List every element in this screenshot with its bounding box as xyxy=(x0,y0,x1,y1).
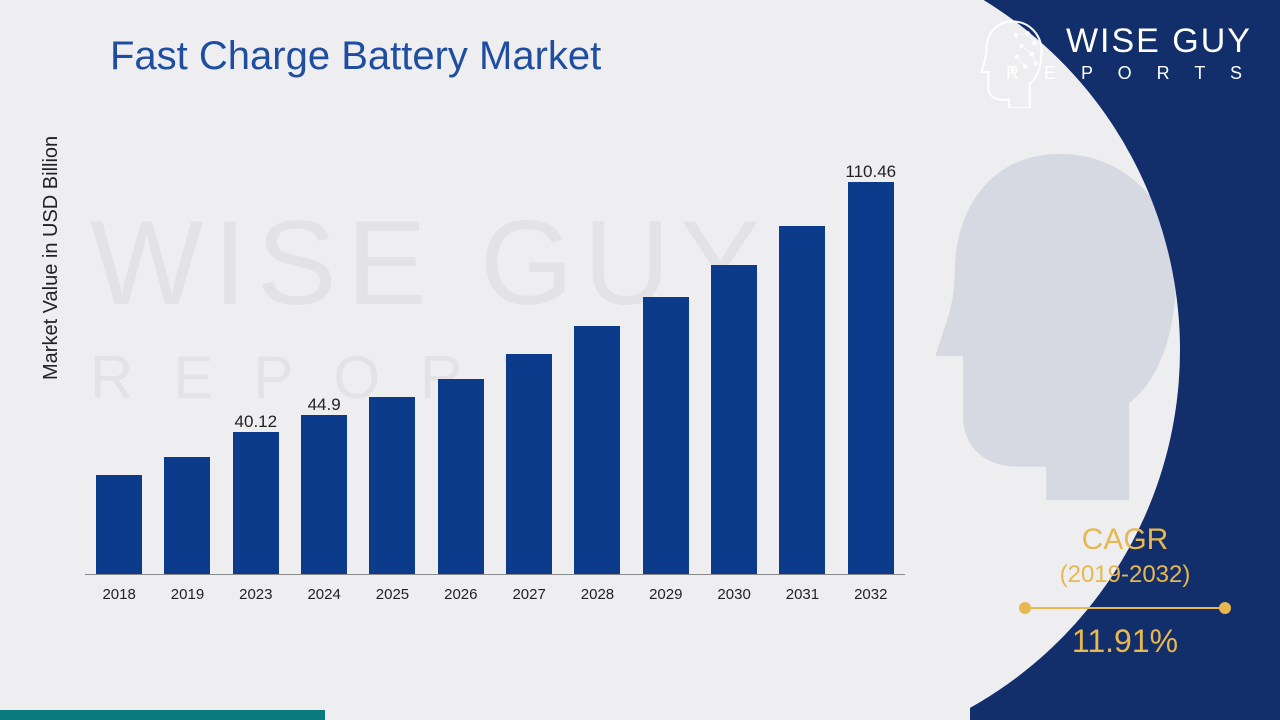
x-tick-label: 2026 xyxy=(427,586,495,603)
x-tick-label: 2031 xyxy=(768,586,836,603)
y-axis-label: Market Value in USD Billion xyxy=(40,136,63,380)
bar-wrap xyxy=(563,166,631,574)
x-tick-label: 2019 xyxy=(153,586,221,603)
bar-wrap xyxy=(85,166,153,574)
bar-wrap xyxy=(153,166,221,574)
bar-wrap: 110.46 xyxy=(837,166,905,574)
cagr-block: CAGR (2019-2032) 11.91% xyxy=(1000,523,1250,660)
bar xyxy=(301,415,347,574)
chart-title: Fast Charge Battery Market xyxy=(110,34,601,79)
chart-baseline xyxy=(85,574,905,575)
bars-container: 40.1244.9 110.46 xyxy=(85,166,905,574)
bar-chart: 40.1244.9 110.46 201820192023202420252026… xyxy=(85,165,905,603)
bar-value-label: 44.9 xyxy=(290,395,358,415)
logo-head-icon xyxy=(975,18,1050,108)
bar-wrap xyxy=(358,166,426,574)
bar xyxy=(574,326,620,574)
bar-wrap xyxy=(632,166,700,574)
x-tick-label: 2028 xyxy=(563,586,631,603)
bar xyxy=(96,475,142,574)
head-watermark-icon xyxy=(920,140,1200,500)
bar-wrap: 44.9 xyxy=(290,166,358,574)
bar xyxy=(643,297,689,574)
cagr-value: 11.91% xyxy=(1000,623,1250,660)
x-tick-label: 2029 xyxy=(632,586,700,603)
x-labels: 2018201920232024202520262027202820292030… xyxy=(85,586,905,603)
bar xyxy=(438,379,484,574)
bar xyxy=(848,182,894,574)
canvas: WISE GUY REPORTS WISE GUY R E P O R T S … xyxy=(0,0,1280,720)
bar-wrap xyxy=(768,166,836,574)
cagr-title: CAGR xyxy=(1000,523,1250,557)
bar-value-label: 110.46 xyxy=(837,162,905,182)
bar xyxy=(164,457,210,574)
cagr-divider xyxy=(1025,607,1225,609)
x-tick-label: 2025 xyxy=(358,586,426,603)
bar xyxy=(506,354,552,574)
x-tick-label: 2032 xyxy=(837,586,905,603)
bar-wrap: 40.12 xyxy=(222,166,290,574)
x-tick-label: 2023 xyxy=(222,586,290,603)
bar xyxy=(711,265,757,574)
bar-wrap xyxy=(495,166,563,574)
bar xyxy=(779,226,825,574)
x-tick-label: 2030 xyxy=(700,586,768,603)
x-tick-label: 2027 xyxy=(495,586,563,603)
bar xyxy=(369,397,415,574)
cagr-range: (2019-2032) xyxy=(1000,561,1250,589)
x-tick-label: 2024 xyxy=(290,586,358,603)
x-tick-label: 2018 xyxy=(85,586,153,603)
bar xyxy=(233,432,279,574)
bar-wrap xyxy=(700,166,768,574)
bottom-accent-bar xyxy=(0,710,325,720)
bar-value-label: 40.12 xyxy=(222,412,290,432)
bar-wrap xyxy=(427,166,495,574)
